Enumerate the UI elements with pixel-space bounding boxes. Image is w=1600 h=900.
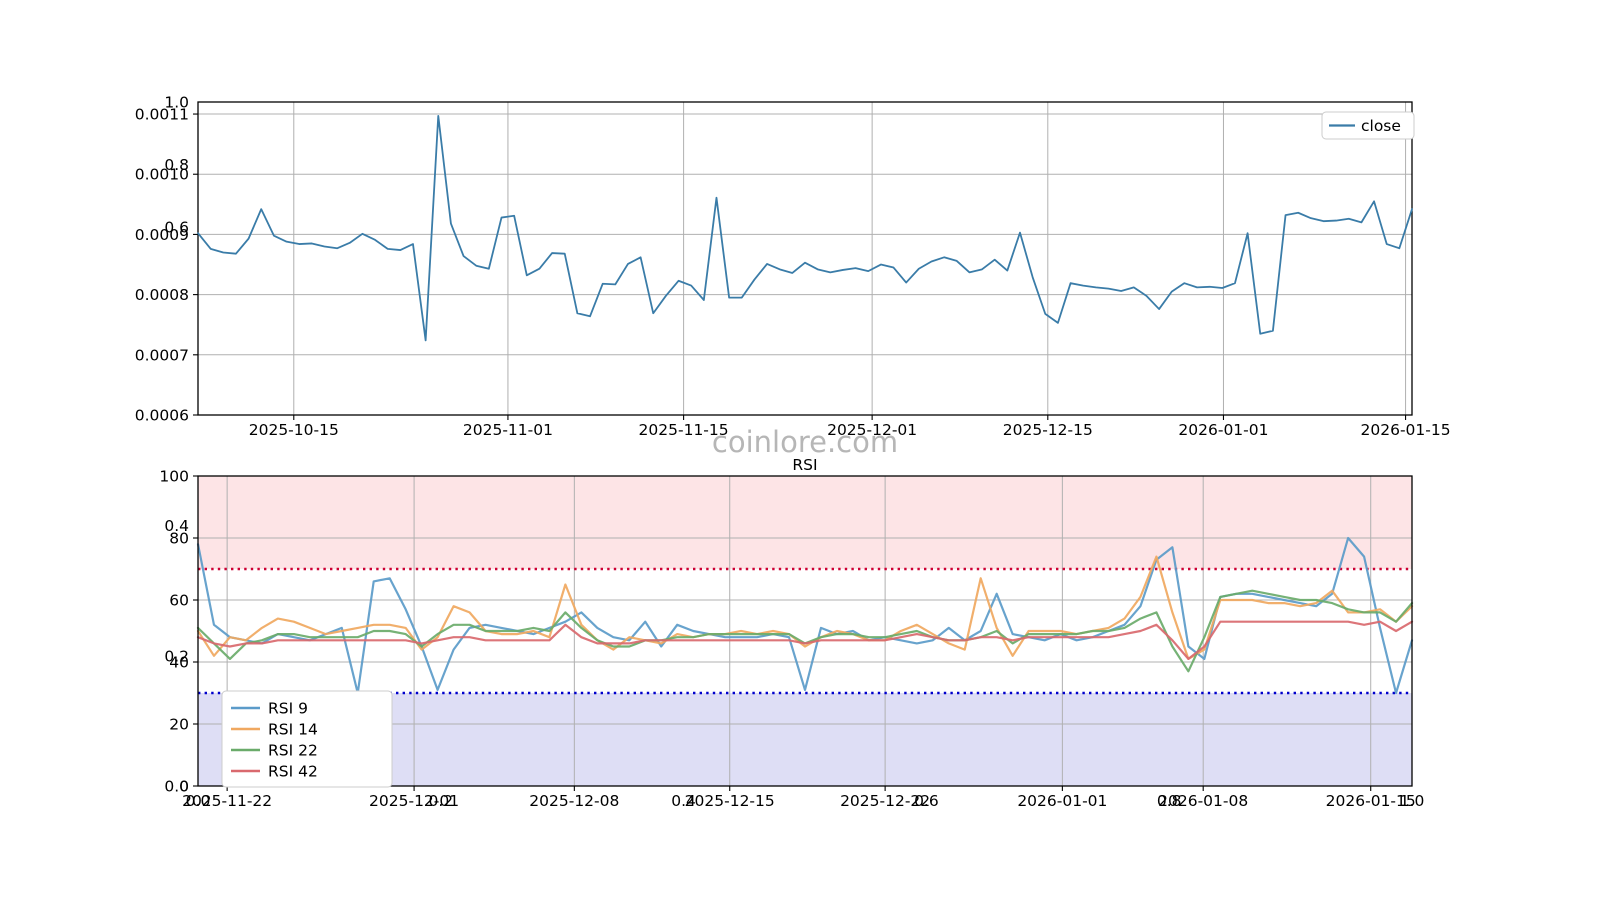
price-legend-box: [1321, 111, 1415, 140]
price-x-tick-label: 2025-11-01: [463, 421, 553, 439]
rsi-x-tick-label: 2026-01-15: [1326, 792, 1416, 810]
price-plot-frame: [197, 101, 1413, 416]
rsi-secondary-x-tick-label: 0.8: [1157, 792, 1182, 810]
rsi-y-tick-label: 40: [169, 654, 189, 672]
rsi-x-tick-label: 2026-01-08: [1158, 792, 1248, 810]
rsi-line-rsi-42: [196, 620, 1414, 661]
price-y-tick-label: 0.0011: [135, 106, 189, 124]
rsi-x-tick-label: 2025-12-08: [529, 792, 619, 810]
price-close-line: [197, 114, 1413, 342]
rsi-secondary-y-tick-label: 0.2: [164, 647, 189, 665]
price-y-tick-label: 0.0008: [135, 286, 189, 304]
rsi-x-tick-label: 2025-12-15: [685, 792, 775, 810]
rsi-line-rsi-22: [196, 589, 1414, 673]
rsi-y-tick-label: 0: [179, 778, 189, 796]
price-y-tick-label: 0.0007: [135, 346, 189, 364]
rsi-x-tick-label: 2025-12-22: [840, 792, 930, 810]
price-secondary-y-tick-label: 0.6: [164, 219, 189, 237]
price-y-tick-label: 0.0006: [135, 407, 189, 425]
rsi-panel-title: RSI: [792, 456, 817, 474]
rsi-oversold-band: [198, 693, 1412, 786]
price-x-tick-label: 2026-01-15: [1361, 421, 1451, 439]
price-x-tick-label: 2025-12-15: [1003, 421, 1093, 439]
rsi-plot-frame: [197, 475, 1413, 787]
rsi-x-tick-label: 2026-01-01: [1017, 792, 1107, 810]
watermark-coinlore: coinlore.com: [712, 425, 898, 459]
rsi-secondary-x-tick-label: 1.0: [1400, 792, 1425, 810]
price-x-tick-label: 2025-12-01: [827, 421, 917, 439]
price-y-tick-label: 0.0009: [135, 226, 189, 244]
rsi-x-tick-label: 2025-12-01: [369, 792, 459, 810]
rsi-secondary-x-tick-label: 0.0: [186, 792, 211, 810]
rsi-secondary-y-tick-label: 0.4: [164, 517, 189, 535]
price-y-tick-label: 0.0010: [135, 166, 189, 184]
rsi-y-tick-label: 20: [169, 716, 189, 734]
rsi-y-tick-label: 100: [159, 468, 189, 486]
rsi-legend-label-rsi-22: RSI 22: [268, 742, 318, 760]
rsi-legend-label-rsi-14: RSI 14: [268, 721, 318, 739]
price-x-tick-label: 2025-10-15: [249, 421, 339, 439]
price-secondary-y-tick-label: 0.8: [164, 156, 189, 174]
rsi-x-tick-label: 2025-11-22: [182, 792, 272, 810]
price-x-tick-label: 2026-01-01: [1178, 421, 1268, 439]
rsi-secondary-x-tick-label: 0.4: [671, 792, 696, 810]
rsi-secondary-x-tick-label: 0.2: [428, 792, 453, 810]
price-legend-label-close: close: [1361, 117, 1401, 135]
price-x-tick-label: 2025-11-15: [639, 421, 729, 439]
rsi-secondary-x-tick-label: 0.6: [914, 792, 939, 810]
rsi-secondary-y-tick-label: 0.0: [164, 778, 189, 796]
rsi-overbought-band: [198, 476, 1412, 569]
rsi-legend-label-rsi-9: RSI 9: [268, 700, 308, 718]
rsi-legend-label-rsi-42: RSI 42: [268, 763, 318, 781]
rsi-y-tick-label: 80: [169, 530, 189, 548]
rsi-line-rsi-14: [196, 555, 1414, 661]
price-secondary-y-tick-label: 1.0: [164, 94, 189, 112]
rsi-legend-box: [221, 690, 393, 788]
rsi-y-tick-label: 60: [169, 592, 189, 610]
